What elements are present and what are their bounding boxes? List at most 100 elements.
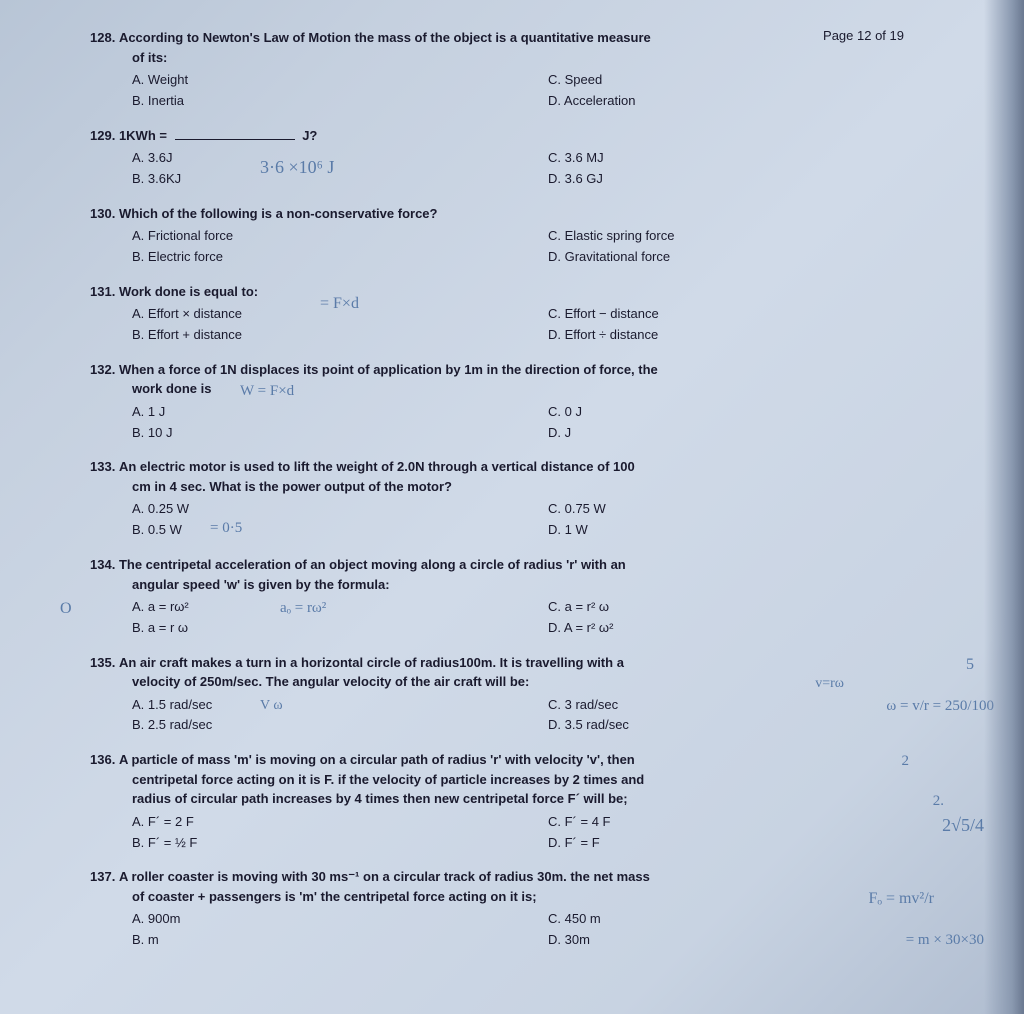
options: A. Effort × distance B. Effort + distanc… bbox=[90, 304, 964, 346]
q-text-extra-2: radius of circular path increases by 4 t… bbox=[132, 789, 964, 809]
handwriting-2a: 2 bbox=[902, 750, 910, 773]
option-c: C. Effort − distance bbox=[548, 304, 964, 325]
option-d: D. 3.6 GJ bbox=[548, 169, 964, 190]
option-d: D. Acceleration bbox=[548, 91, 964, 112]
q-text: When a force of 1N displaces its point o… bbox=[119, 362, 658, 377]
q-text-extra: centripetal force acting on it is F. if … bbox=[132, 770, 964, 790]
handwriting: 3·6 ×10⁶ J bbox=[260, 154, 334, 181]
option-a: A. 900m bbox=[132, 909, 548, 930]
q-text: A particle of mass 'm' is moving on a ci… bbox=[119, 752, 635, 767]
handwriting: aₒ = rω² bbox=[280, 597, 326, 620]
q-num: 128. bbox=[90, 30, 115, 45]
handwriting-vrw: v=rω bbox=[815, 673, 844, 694]
q-num: 137. bbox=[90, 869, 115, 884]
page-shadow bbox=[984, 0, 1024, 1014]
q-num: 131. bbox=[90, 284, 115, 299]
q-text-extra: of its: bbox=[132, 48, 964, 68]
options: A. 900m B. m C. 450 m D. 30m bbox=[90, 909, 964, 951]
handwriting-omega: ω = v/r = 250/100 bbox=[886, 695, 994, 718]
option-a: A. Frictional force bbox=[132, 226, 548, 247]
question-132: 132. When a force of 1N displaces its po… bbox=[90, 360, 964, 444]
options: A. 1.5 rad/sec B. 2.5 rad/sec C. 3 rad/s… bbox=[90, 695, 964, 737]
option-a: A. 0.25 W bbox=[132, 499, 548, 520]
options: A. Frictional force B. Electric force C.… bbox=[90, 226, 964, 268]
q-text-extra: angular speed 'w' is given by the formul… bbox=[132, 575, 964, 595]
q-text: An electric motor is used to lift the we… bbox=[119, 459, 635, 474]
option-c: C. 3.6 MJ bbox=[548, 148, 964, 169]
option-c: C. 0 J bbox=[548, 402, 964, 423]
page-number: Page 12 of 19 bbox=[823, 28, 904, 43]
option-b: B. 3.6KJ bbox=[132, 169, 548, 190]
option-b: B. Electric force bbox=[132, 247, 548, 268]
option-a: A. 1.5 rad/sec bbox=[132, 695, 548, 716]
option-a: A. Weight bbox=[132, 70, 548, 91]
option-b: B. 10 J bbox=[132, 423, 548, 444]
q-text: A roller coaster is moving with 30 ms⁻¹ … bbox=[119, 869, 650, 884]
q-num: 133. bbox=[90, 459, 115, 474]
question-134: 134. The centripetal acceleration of an … bbox=[90, 555, 964, 639]
option-d: D. J bbox=[548, 423, 964, 444]
option-a: A. a = rω² bbox=[132, 597, 548, 618]
option-b: B. Effort + distance bbox=[132, 325, 548, 346]
handwriting: W = F×d bbox=[240, 380, 294, 403]
options: A. 1 J B. 10 J C. 0 J D. J bbox=[90, 402, 964, 444]
q-text-extra: of coaster + passengers is 'm' the centr… bbox=[132, 887, 964, 907]
option-b: B. 2.5 rad/sec bbox=[132, 715, 548, 736]
q-num: 134. bbox=[90, 557, 115, 572]
option-a: A. 1 J bbox=[132, 402, 548, 423]
handwriting: = F×d bbox=[320, 292, 359, 316]
handwriting-5: 5 bbox=[966, 653, 974, 677]
question-135: 135. An air craft makes a turn in a hori… bbox=[90, 653, 964, 737]
option-b: B. F´ = ½ F bbox=[132, 833, 548, 854]
handwriting-v: V ω bbox=[260, 695, 283, 716]
option-d: D. 30m bbox=[548, 930, 964, 951]
question-131: 131. Work done is equal to: A. Effort × … bbox=[90, 282, 964, 346]
option-b: B. 0.5 W bbox=[132, 520, 548, 541]
q-num: 136. bbox=[90, 752, 115, 767]
question-130: 130. Which of the following is a non-con… bbox=[90, 204, 964, 268]
option-d: D. 1 W bbox=[548, 520, 964, 541]
option-c: C. Speed bbox=[548, 70, 964, 91]
options: A. 3.6J B. 3.6KJ C. 3.6 MJ D. 3.6 GJ bbox=[90, 148, 964, 190]
option-c: C. Elastic spring force bbox=[548, 226, 964, 247]
question-133: 133. An electric motor is used to lift t… bbox=[90, 457, 964, 541]
handwriting-fc: Fₒ = mv²/r bbox=[868, 887, 934, 911]
option-b: B. a = r ω bbox=[132, 618, 548, 639]
option-c: C. 0.75 W bbox=[548, 499, 964, 520]
q-text: Work done is equal to: bbox=[119, 284, 258, 299]
option-a: A. 3.6J bbox=[132, 148, 548, 169]
question-137: 137. A roller coaster is moving with 30 … bbox=[90, 867, 964, 951]
option-d: D. F´ = F bbox=[548, 833, 964, 854]
option-b: B. Inertia bbox=[132, 91, 548, 112]
q-text: An air craft makes a turn in a horizonta… bbox=[119, 655, 624, 670]
q-num: 135. bbox=[90, 655, 115, 670]
option-a: A. F´ = 2 F bbox=[132, 812, 548, 833]
question-136: 136. A particle of mass 'm' is moving on… bbox=[90, 750, 964, 853]
q-text: According to Newton's Law of Motion the … bbox=[119, 30, 651, 45]
q-text-extra: cm in 4 sec. What is the power output of… bbox=[132, 477, 964, 497]
q-text-suffix: J? bbox=[299, 128, 318, 143]
option-c: C. F´ = 4 F bbox=[548, 812, 964, 833]
option-d: D. Effort ÷ distance bbox=[548, 325, 964, 346]
blank-line bbox=[175, 139, 295, 140]
question-129: 129. 1KWh = J? A. 3.6J B. 3.6KJ C. 3.6 M… bbox=[90, 126, 964, 190]
handwriting-2c: 2. bbox=[933, 790, 944, 813]
q-num: 129. bbox=[90, 128, 115, 143]
handwriting-left: O bbox=[60, 597, 72, 621]
handwriting-calc: = m × 30×30 bbox=[906, 929, 984, 952]
q-text: Which of the following is a non-conserva… bbox=[119, 206, 438, 221]
q-text: 1KWh = bbox=[119, 128, 171, 143]
option-d: D. 3.5 rad/sec bbox=[548, 715, 964, 736]
handwriting-2b: 2√5/4 bbox=[942, 812, 984, 839]
option-d: D. Gravitational force bbox=[548, 247, 964, 268]
options: A. a = rω² B. a = r ω C. a = r² ω D. A =… bbox=[90, 597, 964, 639]
options: A. Weight B. Inertia C. Speed D. Acceler… bbox=[90, 70, 964, 112]
option-b: B. m bbox=[132, 930, 548, 951]
option-c: C. 450 m bbox=[548, 909, 964, 930]
options: A. F´ = 2 F B. F´ = ½ F C. F´ = 4 F D. F… bbox=[90, 812, 964, 854]
option-d: D. A = r² ω² bbox=[548, 618, 964, 639]
handwriting: = 0·5 bbox=[210, 517, 242, 540]
q-num: 132. bbox=[90, 362, 115, 377]
q-text: The centripetal acceleration of an objec… bbox=[119, 557, 626, 572]
q-num: 130. bbox=[90, 206, 115, 221]
